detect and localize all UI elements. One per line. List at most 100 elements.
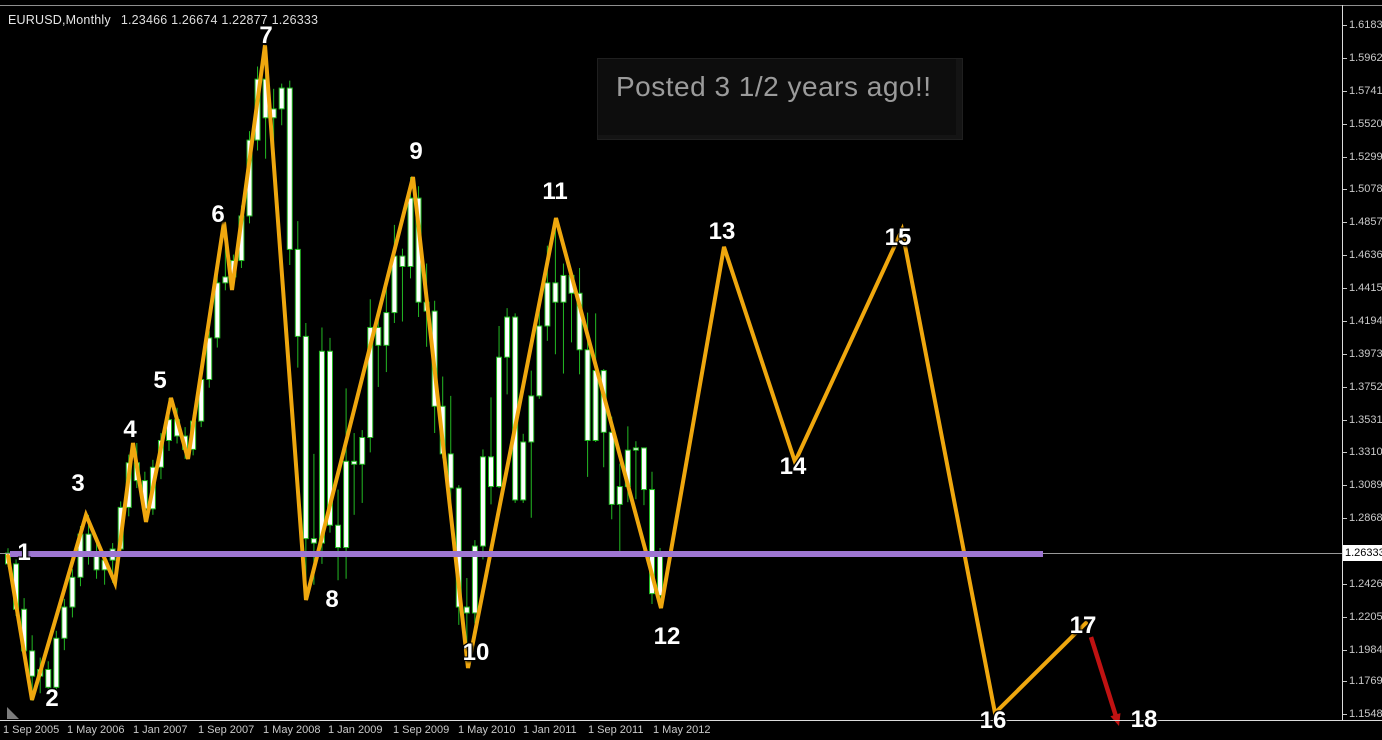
candle-body [496,356,503,488]
candle-body [632,447,639,451]
price-axis-tick [1342,123,1347,125]
price-axis-label: 1.24260 [1349,577,1382,590]
candle-body [407,197,414,267]
wave-label-15: 15 [884,224,912,251]
candle-body [592,370,599,441]
candle-body [69,576,76,608]
price-axis-tick [1342,25,1347,27]
candle-body [29,650,36,677]
wave-label-4: 4 [123,416,137,443]
candle-body [310,538,317,544]
candle-body [359,437,366,465]
wave-label-7: 7 [259,22,273,49]
wave-label-1: 1 [17,539,31,566]
symbol-timeframe-label: EURUSD,Monthly [8,13,111,27]
wave-label-14: 14 [779,453,807,480]
price-axis-separator [1342,5,1343,721]
ohlc-readout: 1.23466 1.26674 1.22877 1.26333 [120,13,319,27]
price-axis-label: 1.15485 [1349,708,1382,721]
price-axis-tick [1342,222,1347,224]
price-axis-tick [1342,353,1347,355]
posted-note-text: Posted 3 1/2 years ago!! [616,71,932,102]
posted-note-box[interactable]: Posted 3 1/2 years ago!! [598,59,962,139]
price-axis-tick [1342,583,1347,585]
zigzag-line[interactable] [6,44,1088,718]
wave-label-18: 18 [1130,706,1158,733]
candle-body [528,395,535,443]
projection-arrow-shaft[interactable] [1088,636,1120,721]
candle-body [616,486,623,505]
time-axis-label: 1 May 2012 [653,724,711,736]
candle-body [294,248,301,337]
candle-body [584,349,591,441]
candle-body [471,545,478,614]
price-axis-tick [1342,288,1347,290]
candle-body [649,489,655,595]
candle-body [463,606,470,614]
candle-body [214,282,221,339]
wave-label-10: 10 [462,639,490,666]
price-axis-tick [1342,714,1347,716]
price-axis-label: 1.52990 [1349,150,1382,163]
price-axis-tick [1342,58,1347,60]
wave-label-9: 9 [409,138,423,165]
projection-arrow-head [1110,713,1121,726]
chart-begin-marker-icon [7,707,19,719]
time-axis-label: 1 Jan 2011 [523,724,577,736]
price-axis-label: 1.46360 [1349,249,1382,262]
price-axis-tick [1342,386,1347,388]
time-axis-label: 1 Sep 2005 [3,724,60,736]
price-axis-tick [1342,649,1347,651]
candle-body [206,337,213,381]
price-axis-tick [1342,419,1347,421]
candle-body [278,87,285,110]
price-axis-tick [1342,255,1347,257]
price-axis-tick [1342,452,1347,454]
candle-body [318,350,325,544]
candle-body [383,312,390,346]
price-axis-tick [1342,156,1347,158]
candle-body [504,316,511,358]
price-axis-label: 1.28680 [1349,512,1382,525]
price-axis-label: 1.50780 [1349,183,1382,196]
price-axis-label: 1.17695 [1349,675,1382,688]
candle-body [367,326,374,439]
candle-body [335,524,342,549]
price-axis-label: 1.44150 [1349,282,1382,295]
candle-body [327,350,333,526]
price-axis-label: 1.55200 [1349,117,1382,130]
candle-body [447,453,454,489]
price-axis-label: 1.22050 [1349,610,1382,623]
wave-label-17: 17 [1069,612,1097,639]
candle-body [544,282,551,327]
wave-label-8: 8 [325,586,339,613]
price-axis-tick [1342,320,1347,322]
price-axis-label: 1.19840 [1349,643,1382,656]
candle-body [657,552,664,597]
candle-body [520,441,527,501]
wave-label-12: 12 [653,623,681,650]
price-axis-label: 1.30890 [1349,479,1382,492]
candle-body [488,456,494,488]
time-axis-label: 1 Jan 2007 [133,724,188,736]
candle-body [61,606,68,639]
wave-label-13: 13 [708,218,736,245]
chart-title: EURUSD,Monthly 1.23466 1.26674 1.22877 1.… [8,13,318,27]
price-axis-tick [1342,616,1347,618]
candle-body [222,276,229,284]
candle-body [479,456,486,547]
time-axis-label: 1 May 2008 [263,724,321,736]
price-axis-tick [1342,485,1347,487]
window-top-border [0,5,1382,6]
time-axis-label: 1 Sep 2011 [588,724,644,736]
price-axis-tick [1342,681,1347,683]
price-axis-label: 1.57410 [1349,84,1382,97]
price-axis-label: 1.41940 [1349,314,1382,327]
wave-label-11: 11 [542,178,568,205]
candle-body [375,326,382,346]
price-axis-label: 1.48570 [1349,216,1382,229]
wave-label-5: 5 [153,367,167,394]
wave-label-6: 6 [211,201,225,228]
